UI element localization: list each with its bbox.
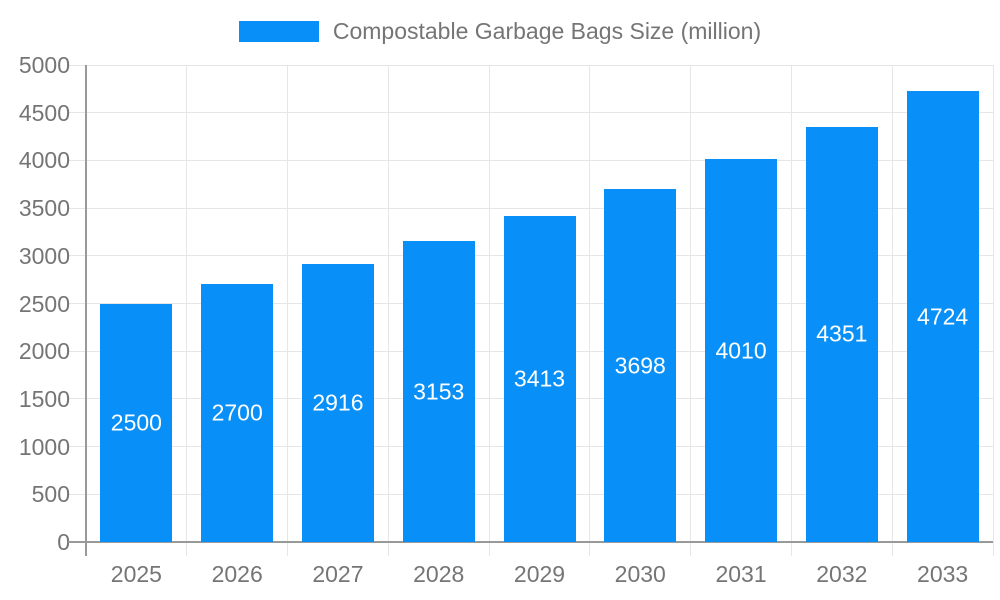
y-axis-tick-label: 500 <box>31 481 70 508</box>
x-axis-tick-label: 2032 <box>816 561 868 587</box>
vertical-gridline <box>589 65 591 556</box>
x-axis-tick-label: 2030 <box>614 561 666 587</box>
y-axis-tick-label: 2500 <box>18 290 70 317</box>
horizontal-gridline <box>68 159 993 161</box>
x-axis-line <box>68 541 993 543</box>
vertical-gridline <box>790 65 792 556</box>
x-axis-tick-label: 2026 <box>211 561 263 587</box>
y-axis-line <box>85 65 87 556</box>
bar-value-label: 4351 <box>816 320 868 347</box>
vertical-gridline <box>186 65 188 556</box>
bar-2030[interactable] <box>604 189 677 542</box>
vertical-gridline <box>992 65 994 556</box>
bar-value-label: 4010 <box>715 337 767 364</box>
y-axis-tick-label: 4000 <box>18 147 70 174</box>
y-axis-tick-label: 1000 <box>18 433 70 460</box>
x-axis-tick-label: 2033 <box>917 561 969 587</box>
bar-value-label: 2916 <box>312 389 364 416</box>
bar-value-label: 4724 <box>917 303 969 330</box>
bar-value-label: 3698 <box>614 352 666 379</box>
bar-value-label: 2500 <box>110 409 162 436</box>
bar-2033[interactable] <box>906 91 979 542</box>
vertical-gridline <box>488 65 490 556</box>
y-axis-tick-label: 0 <box>57 529 70 555</box>
horizontal-gridline <box>68 64 993 66</box>
legend-swatch <box>238 21 319 42</box>
y-axis-tick-label: 3000 <box>18 242 70 269</box>
vertical-gridline <box>891 65 893 556</box>
horizontal-gridline <box>68 207 993 209</box>
y-axis-tick-label: 1500 <box>18 385 70 412</box>
bar-2026[interactable] <box>201 284 274 542</box>
horizontal-gridline <box>68 112 993 114</box>
y-axis-tick-label: 2000 <box>18 338 70 365</box>
y-axis-tick-label: 3500 <box>18 195 70 222</box>
x-axis-tick-label: 2025 <box>110 561 162 587</box>
bar-2027[interactable] <box>301 263 374 542</box>
bar-2025[interactable] <box>100 303 173 542</box>
bar-value-label: 3153 <box>413 378 465 405</box>
y-axis-tick-label: 5000 <box>18 52 70 78</box>
x-axis-tick-label: 2031 <box>715 561 767 587</box>
x-axis-tick-label: 2027 <box>312 561 364 587</box>
bar-2032[interactable] <box>805 126 878 542</box>
bar-2029[interactable] <box>503 216 576 542</box>
bar-value-label: 2700 <box>211 399 263 426</box>
bar-2028[interactable] <box>402 241 475 542</box>
x-axis-tick-label: 2029 <box>513 561 566 587</box>
x-axis-tick-label: 2028 <box>413 561 465 587</box>
vertical-gridline <box>287 65 289 556</box>
y-axis-tick-label: 4500 <box>18 99 70 126</box>
vertical-gridline <box>387 65 389 556</box>
legend[interactable]: Compostable Garbage Bags Size (million) <box>0 18 1000 45</box>
bar-value-label: 3413 <box>513 365 566 392</box>
legend-label: Compostable Garbage Bags Size (million) <box>332 18 762 44</box>
vertical-gridline <box>690 65 692 556</box>
bar-2031[interactable] <box>705 159 778 542</box>
